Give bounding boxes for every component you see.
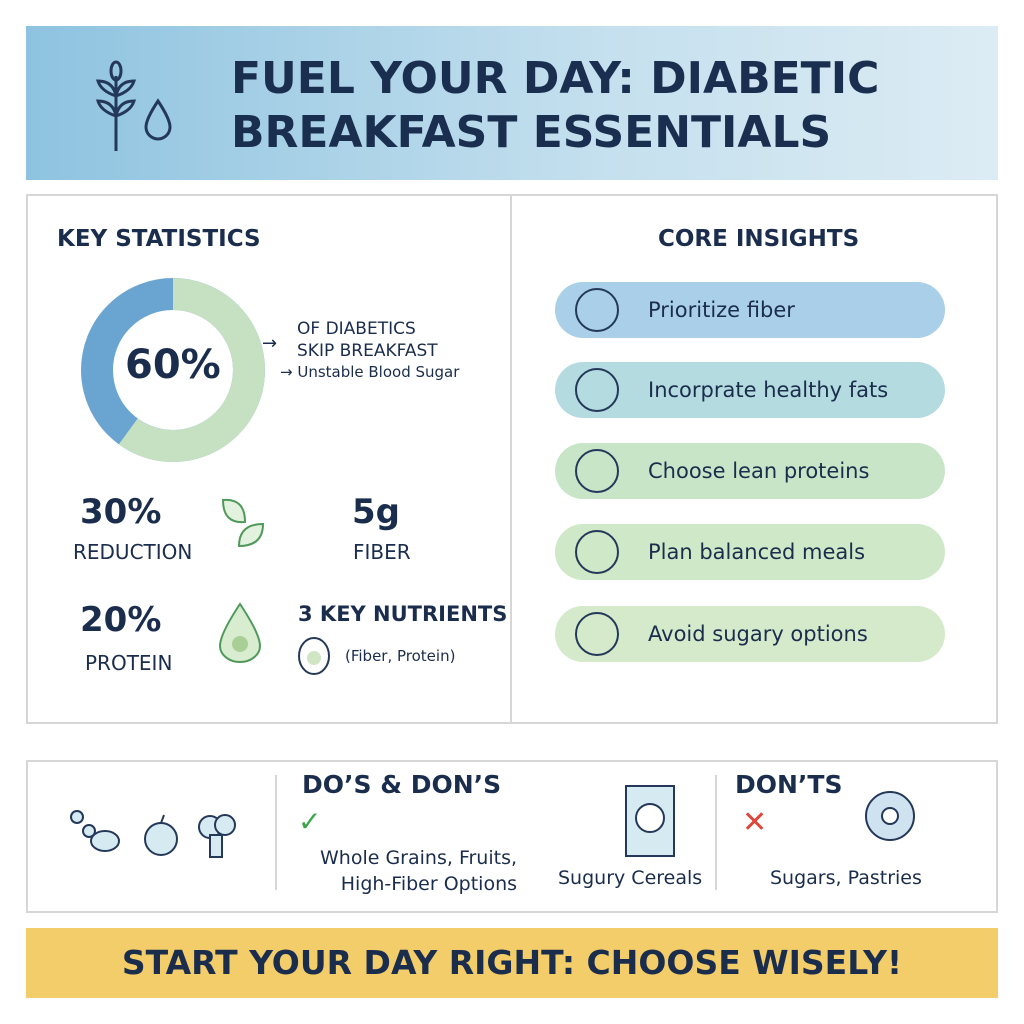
cereal-label: Sugury Cereals — [558, 867, 703, 889]
donut — [81, 278, 265, 462]
cross-icon: ✕ — [742, 805, 768, 840]
avocado-icon — [218, 602, 262, 663]
food-icons — [70, 810, 236, 858]
title-line: FUEL YOUR DAY: DIABETIC — [231, 53, 880, 104]
insight-icon — [575, 288, 619, 332]
title-line: BREAKFAST ESSENTIALS — [231, 107, 832, 158]
donut-caption: SKIP BREAKFAST — [297, 341, 438, 361]
insight-text: Choose lean proteins — [648, 459, 870, 483]
insight-pill: Incorprate healthy fats — [555, 362, 945, 418]
stat-value: 30% — [80, 492, 162, 532]
stat-label: PROTEIN — [85, 651, 173, 675]
leaf-icon — [221, 498, 265, 548]
insight-text: Incorprate healthy fats — [648, 378, 889, 402]
insight-text: Avoid sugary options — [648, 622, 868, 646]
insight-icon — [575, 612, 619, 656]
stat-value: 20% — [80, 600, 162, 640]
donut-caption: OF DIABETICS — [297, 319, 416, 339]
insight-pill: Choose lean proteins — [555, 443, 945, 499]
insight-pill: Avoid sugary options — [555, 606, 945, 662]
stats-panel — [26, 194, 512, 724]
arrow: → — [262, 333, 278, 354]
section-heading: CORE INSIGHTS — [658, 226, 860, 252]
dos-text: Whole Grains, Fruits, — [320, 847, 518, 869]
stat-value: 3 KEY NUTRIENTS — [298, 602, 508, 626]
insight-pill: Prioritize fiber — [555, 282, 945, 338]
donut-label: 60% — [125, 342, 221, 388]
insight-icon — [575, 530, 619, 574]
cereal-icon — [625, 785, 675, 857]
dos-heading: DO’S & DON’S — [302, 770, 502, 799]
insight-pill: Plan balanced meals — [555, 524, 945, 580]
insight-text: Prioritize fiber — [648, 298, 795, 322]
stat-label: FIBER — [353, 540, 411, 564]
egg-icon — [298, 637, 330, 675]
donts-heading: DON’TS — [735, 770, 843, 799]
stat-value: 5g — [352, 492, 400, 532]
section-heading: KEY STATISTICS — [57, 226, 261, 252]
insight-icon — [575, 449, 619, 493]
insight-text: Plan balanced meals — [648, 540, 866, 564]
stat-label: REDUCTION — [73, 540, 193, 564]
dos-text: High-Fiber Options — [340, 873, 518, 895]
donut-arc — [81, 278, 265, 462]
donut-note: → Unstable Blood Sugar — [280, 363, 460, 381]
dos-donts-panel — [26, 760, 998, 913]
header: FUEL YOUR DAY: DIABETIC BREAKFAST ESSENT… — [26, 26, 998, 180]
donts-label: Sugars, Pastries — [770, 867, 922, 889]
footer: START YOUR DAY RIGHT: CHOOSE WISELY! — [26, 928, 998, 998]
donut-icon — [865, 791, 915, 841]
stat-label: (Fiber, Protein) — [345, 647, 456, 665]
insight-icon — [575, 368, 619, 412]
wheat-icon — [95, 60, 172, 151]
divider — [275, 775, 277, 890]
divider — [715, 775, 717, 890]
check-icon: ✓ — [298, 805, 322, 838]
